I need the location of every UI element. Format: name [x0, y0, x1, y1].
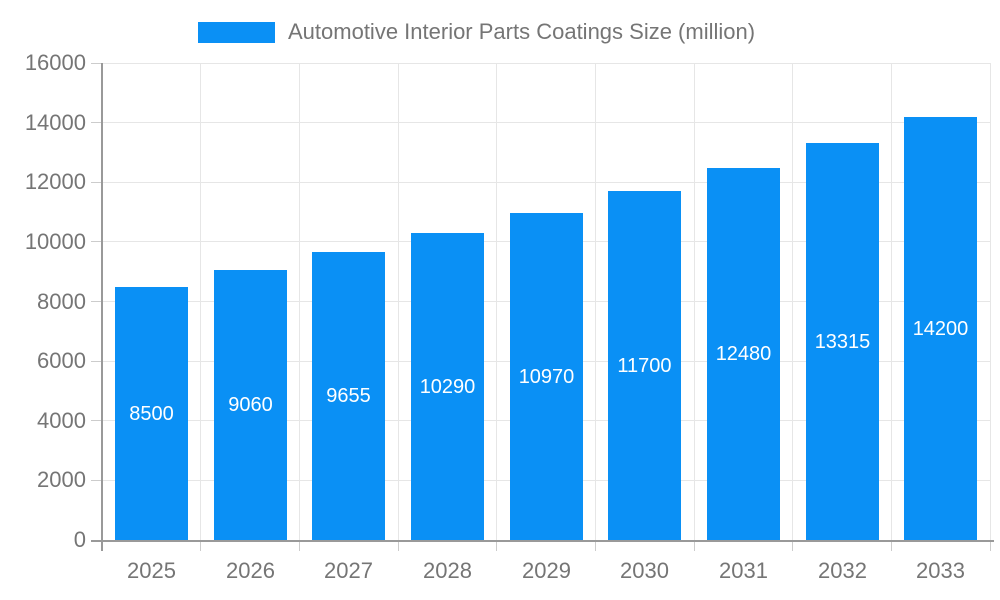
x-axis-tick-label: 2030: [620, 558, 669, 583]
y-axis-tick: [91, 241, 102, 243]
bar[interactable]: [707, 168, 780, 540]
y-axis-tick-label: 0: [73, 527, 86, 552]
bar[interactable]: [608, 191, 681, 540]
y-axis-line: [101, 63, 103, 551]
x-axis-tick-label: 2031: [719, 558, 768, 583]
legend[interactable]: Automotive Interior Parts Coatings Size …: [198, 18, 755, 46]
bar-value-label: 9655: [326, 385, 371, 407]
bar-value-label: 12480: [715, 343, 772, 365]
bar-value-label: 11700: [617, 355, 672, 377]
gridline-vertical: [397, 63, 399, 540]
gridline-horizontal: [102, 181, 990, 183]
x-axis-tick: [792, 540, 794, 551]
bar-value-label: 13315: [814, 331, 871, 353]
x-axis-tick-label: 2027: [324, 558, 373, 583]
legend-label: Automotive Interior Parts Coatings Size …: [288, 19, 756, 44]
x-axis-tick-label: 2032: [818, 558, 867, 583]
bar-value-label: 8500: [129, 403, 174, 425]
y-axis-tick: [91, 420, 102, 422]
x-axis-tick-label: 2026: [226, 558, 275, 583]
y-axis-tick-label: 12000: [24, 169, 86, 195]
bar[interactable]: [510, 213, 583, 540]
x-axis-tick: [989, 540, 991, 551]
bar[interactable]: [115, 287, 188, 540]
gridline-vertical: [989, 63, 991, 540]
bar[interactable]: [312, 252, 385, 540]
y-axis-tick-label: 14000: [24, 109, 86, 135]
y-axis-tick: [91, 301, 102, 302]
x-axis-tick: [890, 540, 892, 551]
legend-swatch: [198, 21, 275, 43]
bar[interactable]: [214, 270, 287, 540]
x-axis-tick: [200, 540, 202, 551]
bar[interactable]: [806, 143, 879, 540]
y-axis-tick: [91, 122, 102, 124]
y-axis-tick-label: 2000: [37, 467, 86, 493]
x-axis-tick: [693, 540, 695, 551]
x-axis-tick-label: 2029: [522, 558, 571, 583]
x-axis-tick-label: 2033: [916, 558, 965, 583]
y-axis-tick: [91, 181, 102, 183]
x-axis-tick: [298, 540, 300, 551]
bar[interactable]: [904, 117, 977, 540]
x-axis-tick: [397, 540, 399, 551]
gridline-vertical: [792, 63, 794, 540]
y-axis-tick-label: 6000: [37, 348, 86, 374]
gridline-vertical: [200, 63, 202, 540]
y-axis-tick: [91, 360, 102, 362]
y-axis-tick: [91, 62, 102, 64]
gridline-vertical: [693, 63, 695, 540]
bar-value-label: 9060: [228, 394, 273, 416]
gridline-horizontal: [102, 122, 990, 124]
x-axis-tick: [594, 540, 596, 551]
y-axis-tick-label: 4000: [37, 407, 86, 433]
y-axis-tick-label: 10000: [24, 228, 86, 254]
gridline-vertical: [594, 63, 596, 540]
gridline-vertical: [496, 63, 498, 540]
bar-value-label: 10290: [419, 376, 476, 398]
x-axis-line: [91, 540, 994, 542]
x-axis-tick: [496, 540, 498, 551]
gridline-vertical: [890, 63, 892, 540]
bar-value-label: 10970: [518, 366, 575, 388]
bar-value-label: 14200: [912, 318, 969, 340]
y-axis-tick-label: 8000: [37, 288, 86, 314]
bar[interactable]: [411, 233, 484, 540]
y-axis-tick: [91, 479, 102, 481]
gridline-vertical: [298, 63, 300, 540]
x-axis-tick-label: 2028: [423, 558, 472, 583]
x-axis-tick-label: 2025: [127, 558, 176, 583]
gridline-horizontal: [102, 62, 990, 64]
y-axis-tick-label: 16000: [24, 50, 86, 75]
